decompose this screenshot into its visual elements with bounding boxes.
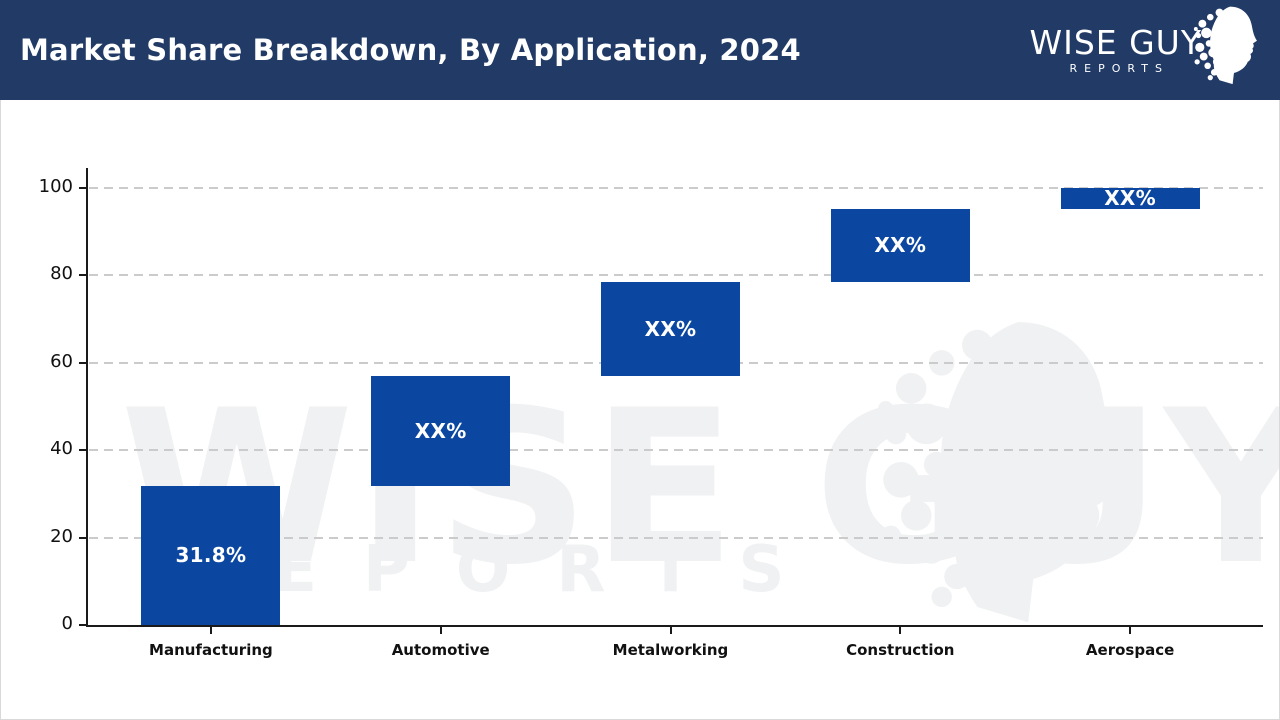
x-category-label-4: Construction — [846, 641, 955, 659]
gridline-20 — [89, 536, 1263, 539]
y-tick-mark-0 — [79, 624, 87, 626]
bar-value-label: XX% — [1104, 186, 1156, 211]
y-tick-label-60: 60 — [50, 350, 73, 372]
header-bar: Market Share Breakdown, By Application, … — [0, 0, 1280, 100]
bar-metalworking: XX% — [601, 281, 740, 376]
y-tick-mark-100 — [79, 186, 87, 189]
x-tick-mark-5 — [1129, 627, 1132, 634]
logo-subtitle: REPORTS — [1069, 61, 1169, 75]
x-tick-mark-2 — [439, 627, 442, 634]
bar-value-label: XX% — [644, 316, 697, 341]
y-tick-label-20: 20 — [50, 525, 73, 547]
bar-value-label: XX% — [874, 233, 927, 258]
y-tick-mark-20 — [79, 536, 87, 539]
bar-automotive: XX% — [371, 375, 511, 486]
y-tick-mark-60 — [79, 361, 87, 364]
chart-area: WISE GUY REPORTS 0 20 40 60 80 100 31.8% Manufa… — [0, 100, 1280, 720]
x-category-label-5: Aerospace — [1085, 641, 1175, 659]
bar-manufacturing: 31.8% — [141, 485, 281, 625]
y-tick-label-0: 0 — [61, 613, 73, 634]
y-tick-label-40: 40 — [50, 438, 73, 459]
x-category-label-1: Manufacturing — [149, 641, 273, 659]
y-tick-label-100: 100 — [38, 175, 73, 197]
y-tick-label-80: 80 — [50, 263, 73, 284]
x-tick-mark-1 — [209, 627, 212, 634]
x-axis-line — [86, 625, 1263, 627]
y-tick-mark-80 — [79, 274, 87, 276]
wise-guy-logo: WISE GUY REPORTS — [1029, 4, 1272, 96]
watermark-head-icon — [862, 312, 1174, 668]
bar-aerospace: XX% — [1060, 186, 1200, 211]
x-category-label-3: Metalworking — [612, 641, 729, 659]
bar-construction: XX% — [830, 209, 970, 282]
bar-value-label: 31.8% — [175, 543, 247, 568]
logo-wordmark: WISE GUY — [1029, 23, 1202, 63]
gridline-80 — [89, 274, 1263, 276]
y-tick-mark-40 — [79, 449, 87, 451]
x-tick-mark-3 — [669, 627, 672, 634]
x-category-label-2: Automotive — [391, 641, 490, 659]
logo-text: WISE GUY REPORTS — [1029, 23, 1202, 75]
chart-title: Market Share Breakdown, By Application, … — [20, 33, 801, 67]
y-axis-line — [86, 168, 88, 627]
x-tick-mark-4 — [899, 627, 902, 634]
gridline-40 — [89, 449, 1263, 451]
logo-head-icon — [1193, 6, 1257, 85]
gridline-100 — [89, 186, 1263, 189]
bar-value-label: XX% — [414, 418, 467, 443]
